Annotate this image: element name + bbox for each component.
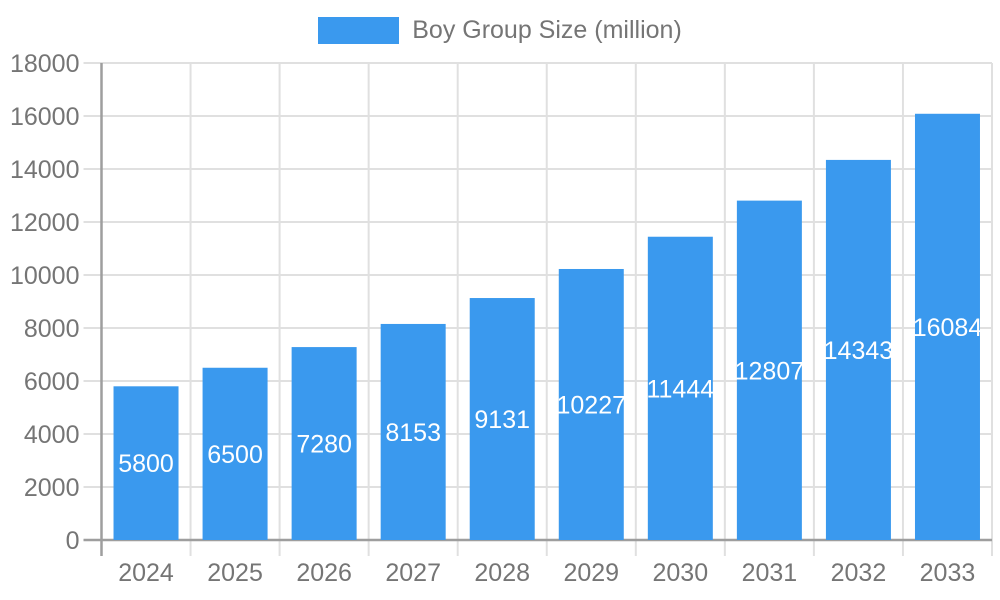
y-axis-tick-label: 16000 [10, 103, 80, 131]
bar-value-label: 16084 [913, 314, 983, 342]
y-axis-tick-label: 2000 [24, 474, 80, 502]
bar-value-label: 5800 [118, 450, 174, 478]
bar-2031[interactable] [736, 200, 802, 540]
bar-2024[interactable] [113, 386, 179, 540]
x-axis-tick-label: 2026 [296, 559, 352, 587]
x-axis-tick-label: 2024 [118, 559, 174, 587]
x-axis-tick-label: 2030 [653, 559, 709, 587]
y-axis-tick-label: 10000 [10, 262, 80, 290]
bar-value-label: 12807 [735, 357, 805, 385]
bar-value-label: 11444 [646, 375, 714, 403]
y-axis-tick-label: 14000 [10, 156, 80, 184]
y-axis-tick-label: 18000 [10, 50, 80, 78]
bar-value-label: 6500 [207, 441, 263, 469]
x-axis-tick-label: 2028 [474, 559, 530, 587]
bar-2028[interactable] [469, 298, 535, 540]
y-axis-tick-label: 0 [66, 527, 80, 555]
bar-2029[interactable] [558, 268, 624, 540]
y-axis-tick-label: 6000 [24, 368, 80, 396]
x-axis-tick-label: 2029 [563, 559, 619, 587]
bar-2032[interactable] [825, 159, 891, 540]
y-axis-tick-label: 4000 [24, 421, 80, 449]
bar-value-label: 14343 [824, 337, 894, 365]
bar-2026[interactable] [291, 347, 357, 540]
bar-value-label: 8153 [385, 419, 441, 447]
bar-value-label: 7280 [296, 431, 352, 459]
legend-swatch [318, 17, 400, 44]
x-axis-tick-label: 2032 [831, 559, 887, 587]
bar-2033[interactable] [914, 113, 980, 541]
bar-value-label: 9131 [474, 406, 530, 434]
bar-value-label: 10227 [557, 391, 627, 419]
x-axis-tick-label: 2027 [385, 559, 441, 587]
legend-label: Boy Group Size (million) [412, 16, 682, 44]
bar-2025[interactable] [202, 367, 268, 540]
x-axis-tick-label: 2025 [207, 559, 263, 587]
bar-2027[interactable] [380, 323, 446, 540]
legend[interactable]: Boy Group Size (million) [0, 17, 1000, 44]
y-axis-tick-label: 8000 [24, 315, 80, 343]
bar-2030[interactable] [647, 236, 713, 540]
y-axis-tick-label: 12000 [10, 209, 80, 237]
x-axis-tick-label: 2033 [920, 559, 976, 587]
x-axis-tick-label: 2031 [742, 559, 798, 587]
